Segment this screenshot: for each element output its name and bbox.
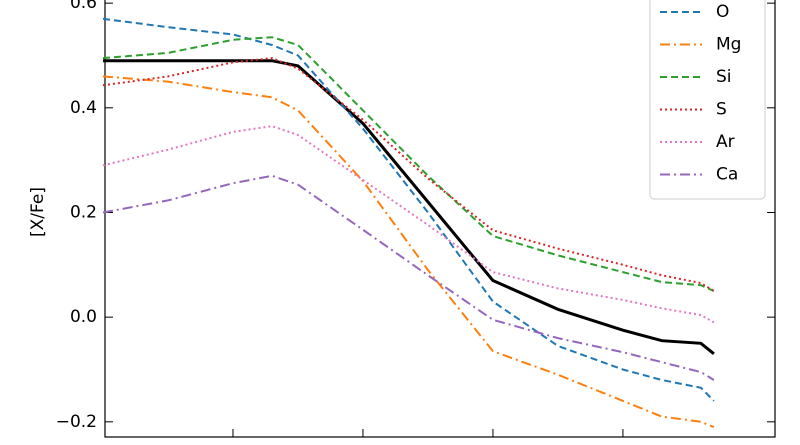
y-tick-label: −0.2 [56, 412, 97, 432]
series-line [102, 75, 715, 429]
y-tick-label: 0.6 [70, 0, 97, 13]
legend-box [649, 0, 766, 200]
series-line [102, 17, 715, 402]
legend-label: Ar [716, 132, 735, 152]
legend-label: Ca [716, 165, 738, 185]
series-line [102, 57, 715, 292]
series-line [103, 59, 715, 355]
y-tick-label: 0.2 [70, 202, 97, 222]
legend-label: Mg [716, 35, 741, 55]
plot-frame [104, 0, 776, 438]
legend-label: Si [716, 67, 732, 87]
series-line [102, 174, 715, 381]
legend-label: S [716, 100, 727, 120]
y-axis-label: [X/Fe] [28, 187, 48, 237]
legend-label: O [716, 2, 729, 22]
y-tick-label: 0.0 [70, 307, 97, 327]
y-tick-label: 0.4 [70, 98, 97, 118]
series-line [102, 36, 715, 292]
